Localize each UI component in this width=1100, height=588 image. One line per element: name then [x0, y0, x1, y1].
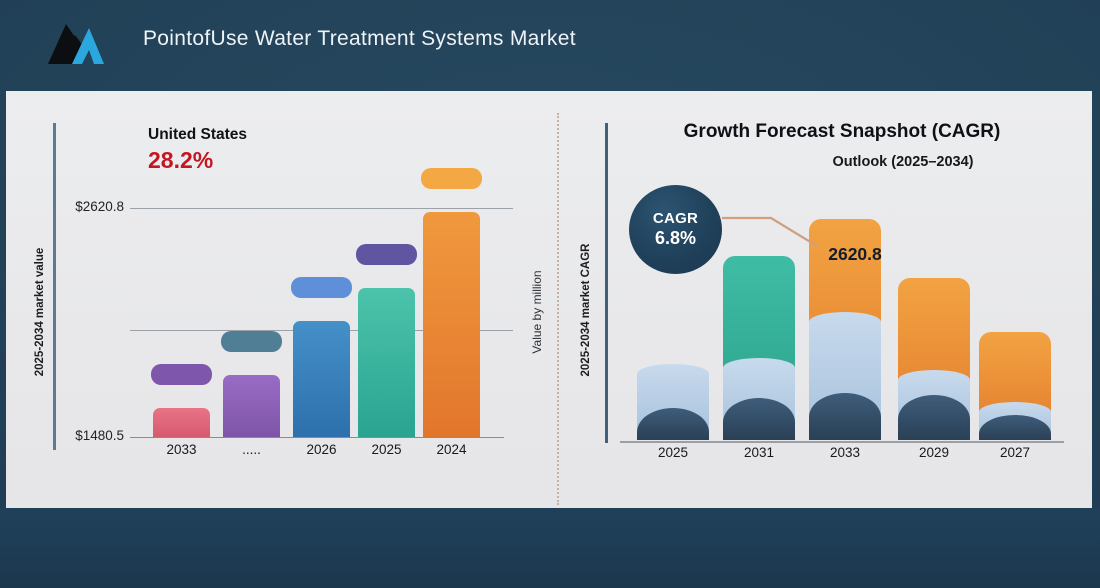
bar-cap-2024	[421, 167, 482, 189]
bar-cap-2026	[291, 277, 352, 299]
stacked-bar-2031-navy	[723, 398, 795, 440]
stacked-bar-2029-navy	[898, 395, 970, 440]
right-chart-title: Growth Forecast Snapshot (CAGR)	[683, 121, 1001, 142]
x-tick-label: 2033	[166, 442, 197, 457]
bar-cap-2033	[151, 363, 212, 385]
bar-2024	[423, 211, 480, 437]
bar-2025	[358, 288, 415, 437]
stacked-bar-2033-navy	[809, 393, 881, 440]
stacked-bar-2027-navy	[979, 415, 1051, 440]
x-tick-label: 2025	[657, 445, 689, 460]
page-title: PointofUse Water Treatment Systems Marke…	[143, 27, 576, 50]
bar-2033	[153, 407, 210, 437]
right-chart-subtitle: Outlook (2025–2034)	[832, 154, 974, 170]
right-chart-y-axis	[605, 123, 608, 443]
bar-2026	[293, 321, 350, 437]
bar-cap-.....	[221, 330, 282, 352]
cagr-badge: CAGR 6.8%	[629, 185, 722, 274]
y-tick-label: $1480.5	[75, 428, 124, 443]
x-tick-label: 2029	[918, 445, 950, 460]
x-tick-label: 2031	[743, 445, 775, 460]
bar-.....	[223, 374, 280, 437]
cagr-badge-value: 6.8%	[654, 228, 697, 248]
stacked-bar-2025-navy	[637, 408, 709, 440]
panel-divider	[557, 113, 559, 505]
left-chart-y-axis	[53, 123, 56, 450]
left-chart-highlight-value: 28.2%	[148, 147, 214, 173]
left-chart-title: United States	[148, 126, 248, 143]
right-chart-baseline	[620, 441, 1064, 443]
callout-value-label: 2620.8	[828, 244, 882, 264]
x-tick-label: 2033	[829, 445, 861, 460]
cagr-badge-label: CAGR	[652, 210, 699, 227]
y-tick-label: $2620.8	[75, 199, 124, 214]
x-axis-baseline	[130, 437, 504, 439]
x-tick-label: 2025	[371, 442, 402, 457]
bar-cap-2025	[356, 244, 417, 266]
x-tick-label: 2027	[999, 445, 1031, 460]
x-tick-label: 2026	[306, 442, 337, 457]
ama-logo-icon	[48, 24, 104, 64]
x-tick-label: 2024	[436, 442, 467, 457]
footer-bar: @ All Market Analysis Snapshot GlobalPoi…	[0, 508, 1100, 588]
gridline	[130, 208, 513, 210]
x-tick-label: .....	[242, 442, 261, 457]
